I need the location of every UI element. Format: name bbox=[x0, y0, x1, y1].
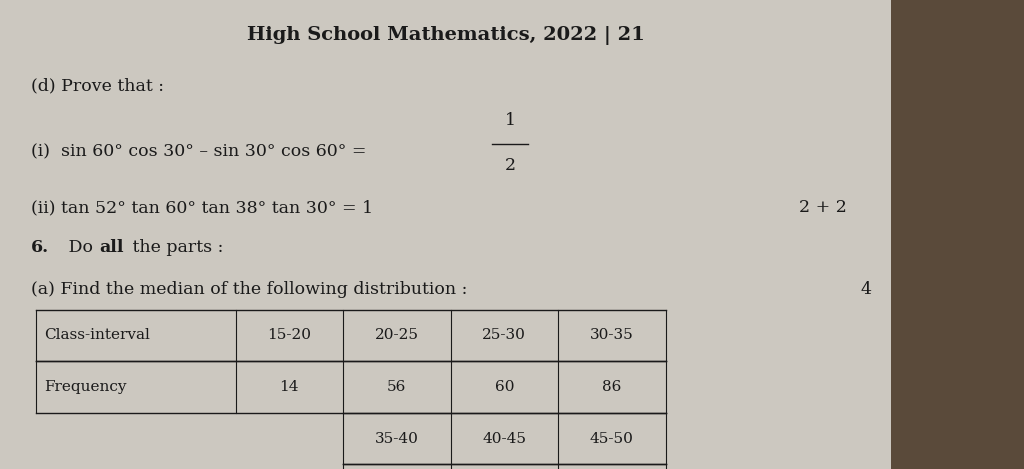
Text: 60: 60 bbox=[495, 380, 514, 394]
Text: 20-25: 20-25 bbox=[375, 328, 419, 342]
Text: 2: 2 bbox=[505, 157, 515, 174]
Text: 56: 56 bbox=[387, 380, 407, 394]
Text: the parts :: the parts : bbox=[127, 239, 223, 256]
Text: (i)  sin 60° cos 30° – sin 30° cos 60° =: (i) sin 60° cos 30° – sin 30° cos 60° = bbox=[31, 143, 367, 160]
Text: 25-30: 25-30 bbox=[482, 328, 526, 342]
Text: Class-interval: Class-interval bbox=[44, 328, 150, 342]
Text: 4: 4 bbox=[860, 281, 871, 298]
Text: (a) Find the median of the following distribution :: (a) Find the median of the following dis… bbox=[31, 281, 467, 298]
Text: 35-40: 35-40 bbox=[375, 431, 419, 446]
Text: 6.: 6. bbox=[31, 239, 49, 256]
Text: 30-35: 30-35 bbox=[590, 328, 634, 342]
Text: 86: 86 bbox=[602, 380, 622, 394]
Text: 45-50: 45-50 bbox=[590, 431, 634, 446]
Text: 14: 14 bbox=[280, 380, 299, 394]
Text: Frequency: Frequency bbox=[44, 380, 127, 394]
Text: 1: 1 bbox=[505, 112, 515, 129]
Text: (ii) tan 52° tan 60° tan 38° tan 30° = 1: (ii) tan 52° tan 60° tan 38° tan 30° = 1 bbox=[31, 199, 373, 216]
Text: 2 + 2: 2 + 2 bbox=[799, 199, 847, 216]
Text: 40-45: 40-45 bbox=[482, 431, 526, 446]
Bar bbox=[0, 0, 891, 469]
Text: all: all bbox=[99, 239, 124, 256]
Text: Do: Do bbox=[63, 239, 99, 256]
Text: 15-20: 15-20 bbox=[267, 328, 311, 342]
Text: High School Mathematics, 2022 | 21: High School Mathematics, 2022 | 21 bbox=[247, 26, 644, 45]
Text: (d) Prove that :: (d) Prove that : bbox=[31, 77, 164, 94]
